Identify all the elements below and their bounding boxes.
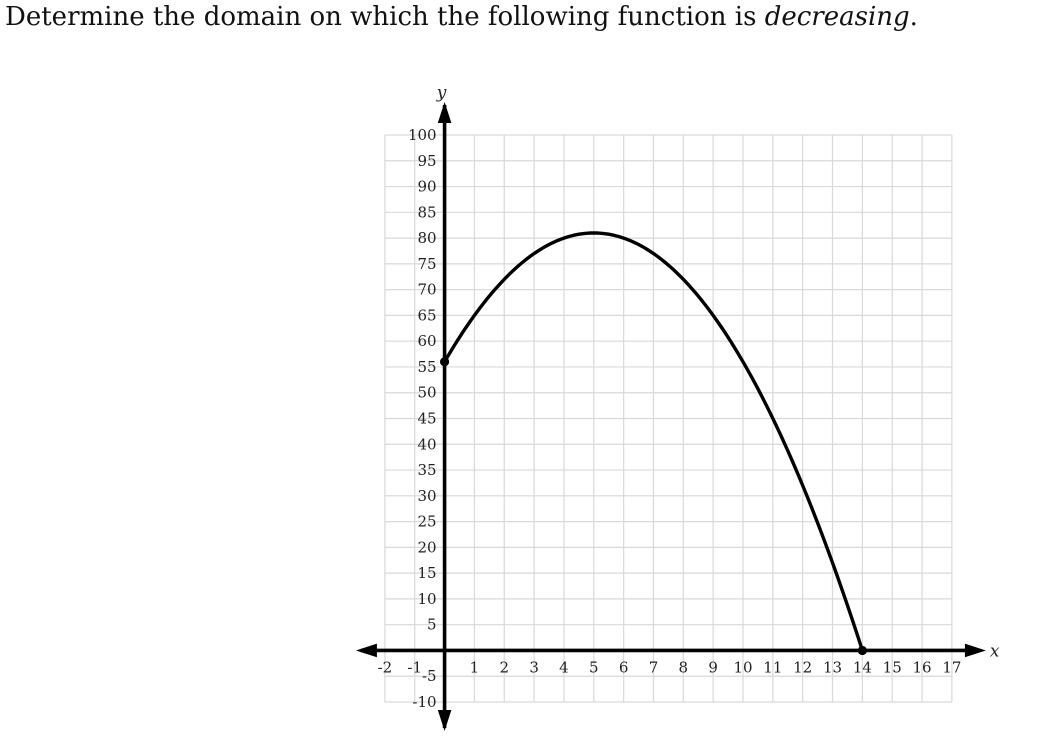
x-tick-label: 10 bbox=[733, 658, 752, 676]
x-tick-label: 13 bbox=[823, 658, 842, 676]
x-tick-label: 1 bbox=[470, 658, 480, 676]
y-tick-label: 80 bbox=[417, 229, 436, 247]
y-axis-top-arrow bbox=[437, 102, 452, 123]
x-tick-label: 5 bbox=[589, 658, 599, 676]
y-tick-label: 95 bbox=[417, 152, 436, 170]
y-axis-label: y bbox=[436, 83, 447, 103]
y-tick-label: 85 bbox=[417, 203, 436, 221]
y-tick-label: 15 bbox=[417, 564, 436, 582]
x-axis-left-arrow bbox=[355, 643, 377, 658]
x-tick-label: 2 bbox=[499, 658, 509, 676]
x-tick-label: -1 bbox=[407, 658, 422, 676]
y-tick-label: 35 bbox=[417, 461, 436, 479]
curve-endpoint-dot bbox=[857, 645, 867, 656]
y-axis-bottom-arrow bbox=[437, 710, 452, 731]
x-tick-label: 14 bbox=[853, 658, 872, 676]
function-curve bbox=[442, 231, 865, 653]
y-tick-label: 40 bbox=[417, 435, 436, 453]
x-tick-label: 15 bbox=[883, 658, 902, 676]
y-tick-label: 45 bbox=[417, 410, 436, 428]
y-tick-label: 50 bbox=[417, 384, 436, 402]
y-tick-label: 55 bbox=[417, 358, 436, 376]
y-tick-label: 10 bbox=[417, 590, 436, 608]
question-title-emphasis: decreasing bbox=[764, 2, 910, 32]
x-tick-label: 7 bbox=[649, 658, 659, 676]
x-tick-label: 16 bbox=[913, 658, 932, 676]
x-tick-label: 8 bbox=[679, 658, 689, 676]
curve-endpoint-dot bbox=[439, 357, 450, 367]
x-tick-label: 11 bbox=[763, 658, 782, 676]
y-tick-label: 20 bbox=[417, 538, 436, 556]
y-tick-label: 30 bbox=[417, 487, 436, 505]
question-title-period: . bbox=[909, 2, 918, 32]
x-tick-label: 3 bbox=[529, 658, 539, 676]
y-tick-label: 90 bbox=[417, 178, 436, 196]
y-tick-label: 100 bbox=[408, 126, 437, 144]
x-tick-label: 6 bbox=[619, 658, 629, 676]
x-axis-right-arrow bbox=[964, 643, 986, 658]
y-tick-label: 65 bbox=[417, 306, 436, 324]
x-tick-label: 12 bbox=[793, 658, 812, 676]
question-title: Determine the domain on which the follow… bbox=[5, 2, 918, 32]
x-axis-label: x bbox=[990, 641, 1000, 661]
y-tick-label: 5 bbox=[427, 616, 437, 634]
y-tick-label: 70 bbox=[417, 281, 436, 299]
y-tick-label: 60 bbox=[417, 332, 436, 350]
question-title-text: Determine the domain on which the follow… bbox=[5, 2, 765, 32]
y-tick-label: 25 bbox=[417, 513, 436, 531]
x-tick-label: -2 bbox=[378, 658, 393, 676]
y-tick-label: -5 bbox=[422, 667, 437, 685]
y-tick-label: -10 bbox=[412, 693, 436, 711]
y-tick-label: 75 bbox=[417, 255, 436, 273]
x-tick-label: 9 bbox=[708, 658, 718, 676]
x-tick-label: 17 bbox=[942, 658, 961, 676]
x-tick-label: 4 bbox=[559, 658, 569, 676]
